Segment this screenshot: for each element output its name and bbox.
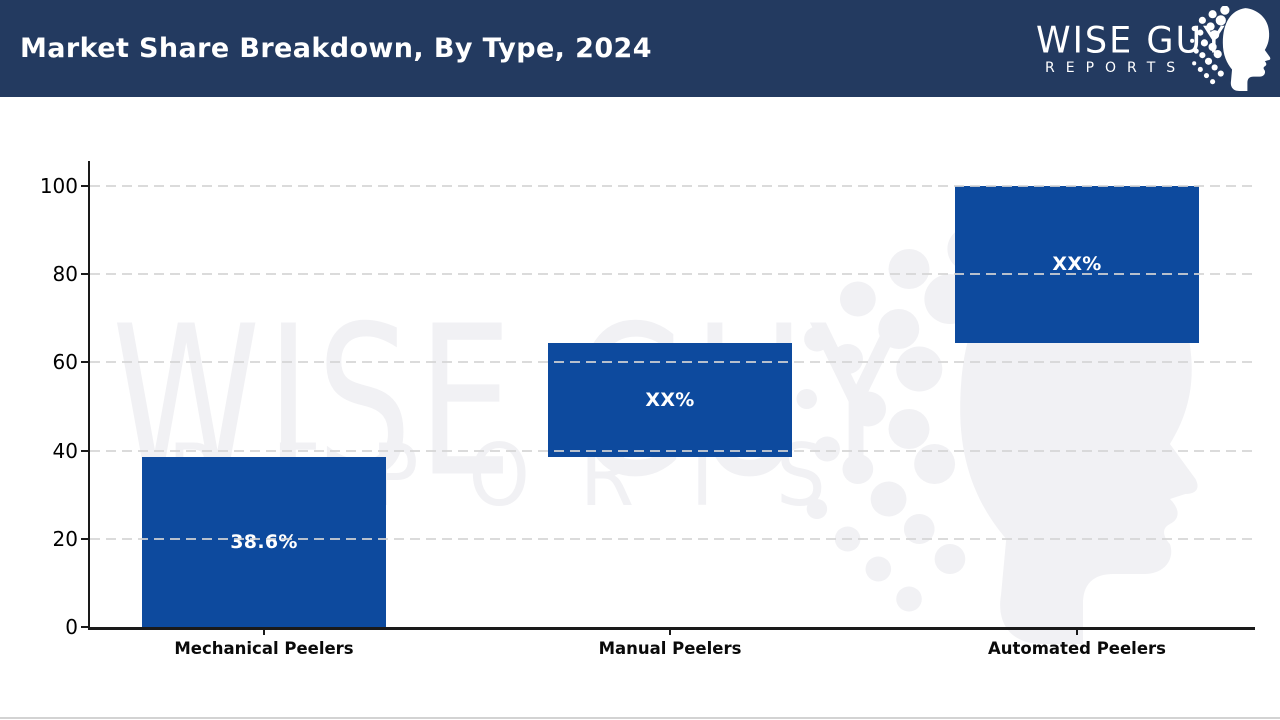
gridline-80: [90, 273, 1253, 276]
gridline-40: [90, 449, 1253, 452]
y-tick-mark-60: [81, 361, 90, 364]
y-tick-label-80: 80: [52, 262, 78, 287]
bar-mechanical-peelers: 38.6%: [142, 456, 386, 627]
bar-value-label: XX%: [645, 388, 695, 411]
y-tick-mark-100: [81, 185, 90, 187]
gridline-100: [90, 185, 1253, 187]
logo-head-dots-icon: [1190, 6, 1271, 91]
x-tick-mark-2: [669, 628, 671, 635]
gridline-60: [90, 361, 1253, 364]
y-tick-mark-0: [81, 626, 90, 628]
x-tick-mark-3: [1076, 628, 1078, 635]
x-axis-line: [88, 627, 1255, 630]
x-category-label-1: Mechanical Peelers: [174, 639, 354, 658]
logo-subtitle: REPORTS: [1045, 60, 1187, 76]
y-tick-label-100: 100: [39, 174, 78, 198]
brand-logo: WISE GUY REPORTS: [1008, 4, 1276, 94]
x-category-label-3: Automated Peelers: [988, 639, 1166, 658]
chart-canvas: WISE GUY REPORTS 38.6% XX% XX% 0 20 40 60 80 100…: [0, 97, 1280, 717]
y-tick-label-0: 0: [65, 615, 78, 639]
y-tick-mark-40: [81, 449, 90, 452]
bottom-rule: [0, 717, 1280, 719]
y-tick-label-60: 60: [52, 350, 78, 375]
header-banner: Market Share Breakdown, By Type, 2024 WI…: [0, 0, 1280, 97]
bar-value-label: XX%: [1052, 253, 1102, 276]
y-tick-mark-20: [81, 537, 90, 540]
y-tick-label-20: 20: [52, 526, 78, 551]
bar-value-label: 38.6%: [230, 530, 298, 553]
y-axis-line: [88, 161, 90, 629]
bar-manual-peelers: XX%: [548, 342, 792, 457]
y-tick-label-40: 40: [52, 438, 78, 463]
x-category-label-2: Manual Peelers: [598, 639, 742, 658]
page-title: Market Share Breakdown, By Type, 2024: [20, 33, 652, 64]
gridline-20: [90, 537, 1253, 540]
bar-automated-peelers: XX%: [955, 186, 1199, 343]
y-tick-mark-80: [81, 273, 90, 276]
x-tick-mark-1: [263, 628, 265, 635]
